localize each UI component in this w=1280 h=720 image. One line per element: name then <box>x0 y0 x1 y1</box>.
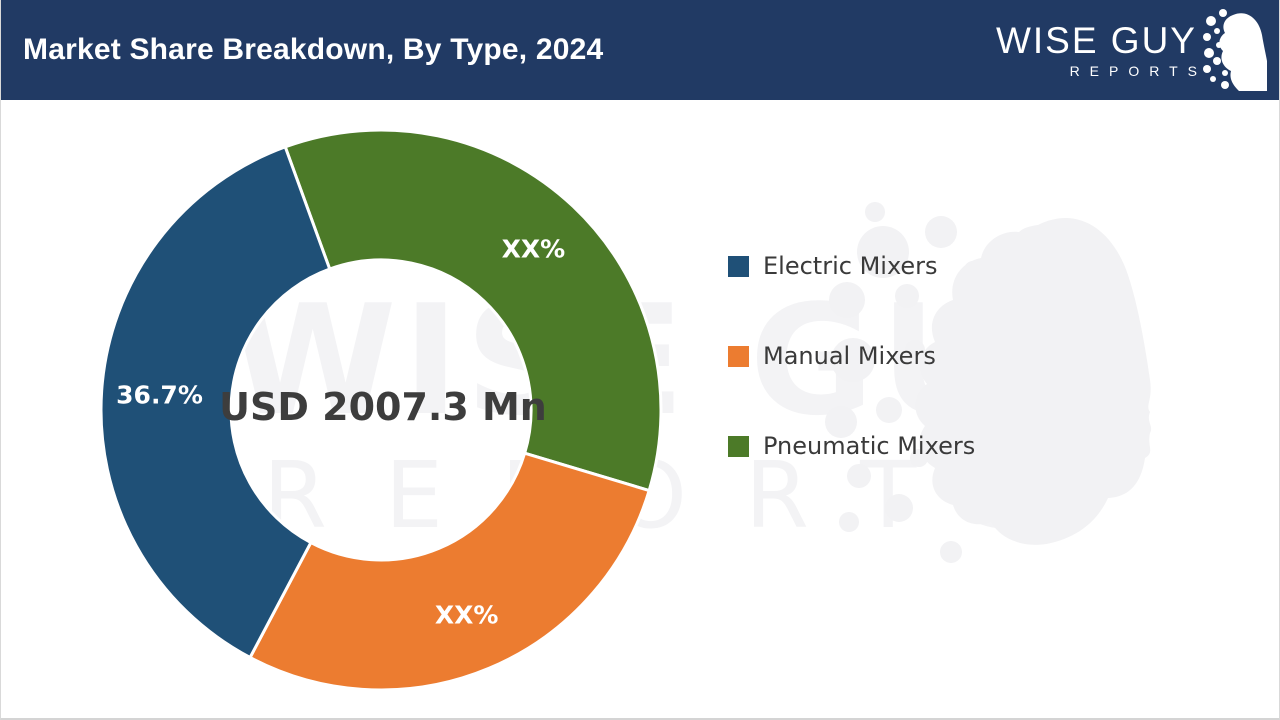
segment-value-label: 36.7% <box>116 380 203 410</box>
logo-subtitle: REPORTS <box>1069 63 1207 79</box>
donut-segment-manual-mixers <box>248 451 651 692</box>
page-title: Market Share Breakdown, By Type, 2024 <box>23 33 604 66</box>
header-bar: Market Share Breakdown, By Type, 2024 WI… <box>1 0 1279 100</box>
chart-legend: Electric Mixers Manual Mixers Pneumatic … <box>728 252 975 522</box>
legend-swatch-icon <box>728 255 749 277</box>
segment-value-label: XX% <box>434 600 499 630</box>
legend-swatch-icon <box>728 435 749 457</box>
donut-segment-electric-mixers <box>99 145 332 659</box>
donut-segment-pneumatic-mixers <box>283 128 663 493</box>
legend-item-manual-mixers: Manual Mixers <box>728 342 975 370</box>
donut-chart <box>99 128 663 692</box>
segment-value-label: XX% <box>501 234 566 264</box>
legend-label: Manual Mixers <box>763 342 936 370</box>
legend-swatch-icon <box>728 345 749 367</box>
legend-item-electric-mixers: Electric Mixers <box>728 252 975 280</box>
legend-label: Electric Mixers <box>763 252 938 280</box>
legend-label: Pneumatic Mixers <box>763 432 976 460</box>
logo-text: WISE GUY REPORTS <box>996 22 1197 78</box>
legend-item-pneumatic-mixers: Pneumatic Mixers <box>728 432 975 460</box>
wise-guy-reports-logo: WISE GUY REPORTS <box>996 9 1279 91</box>
logo-face-icon <box>1203 9 1267 91</box>
donut-center-value: USD 2007.3 Mn <box>219 385 547 429</box>
logo-wordmark: WISE GUY <box>995 20 1197 61</box>
